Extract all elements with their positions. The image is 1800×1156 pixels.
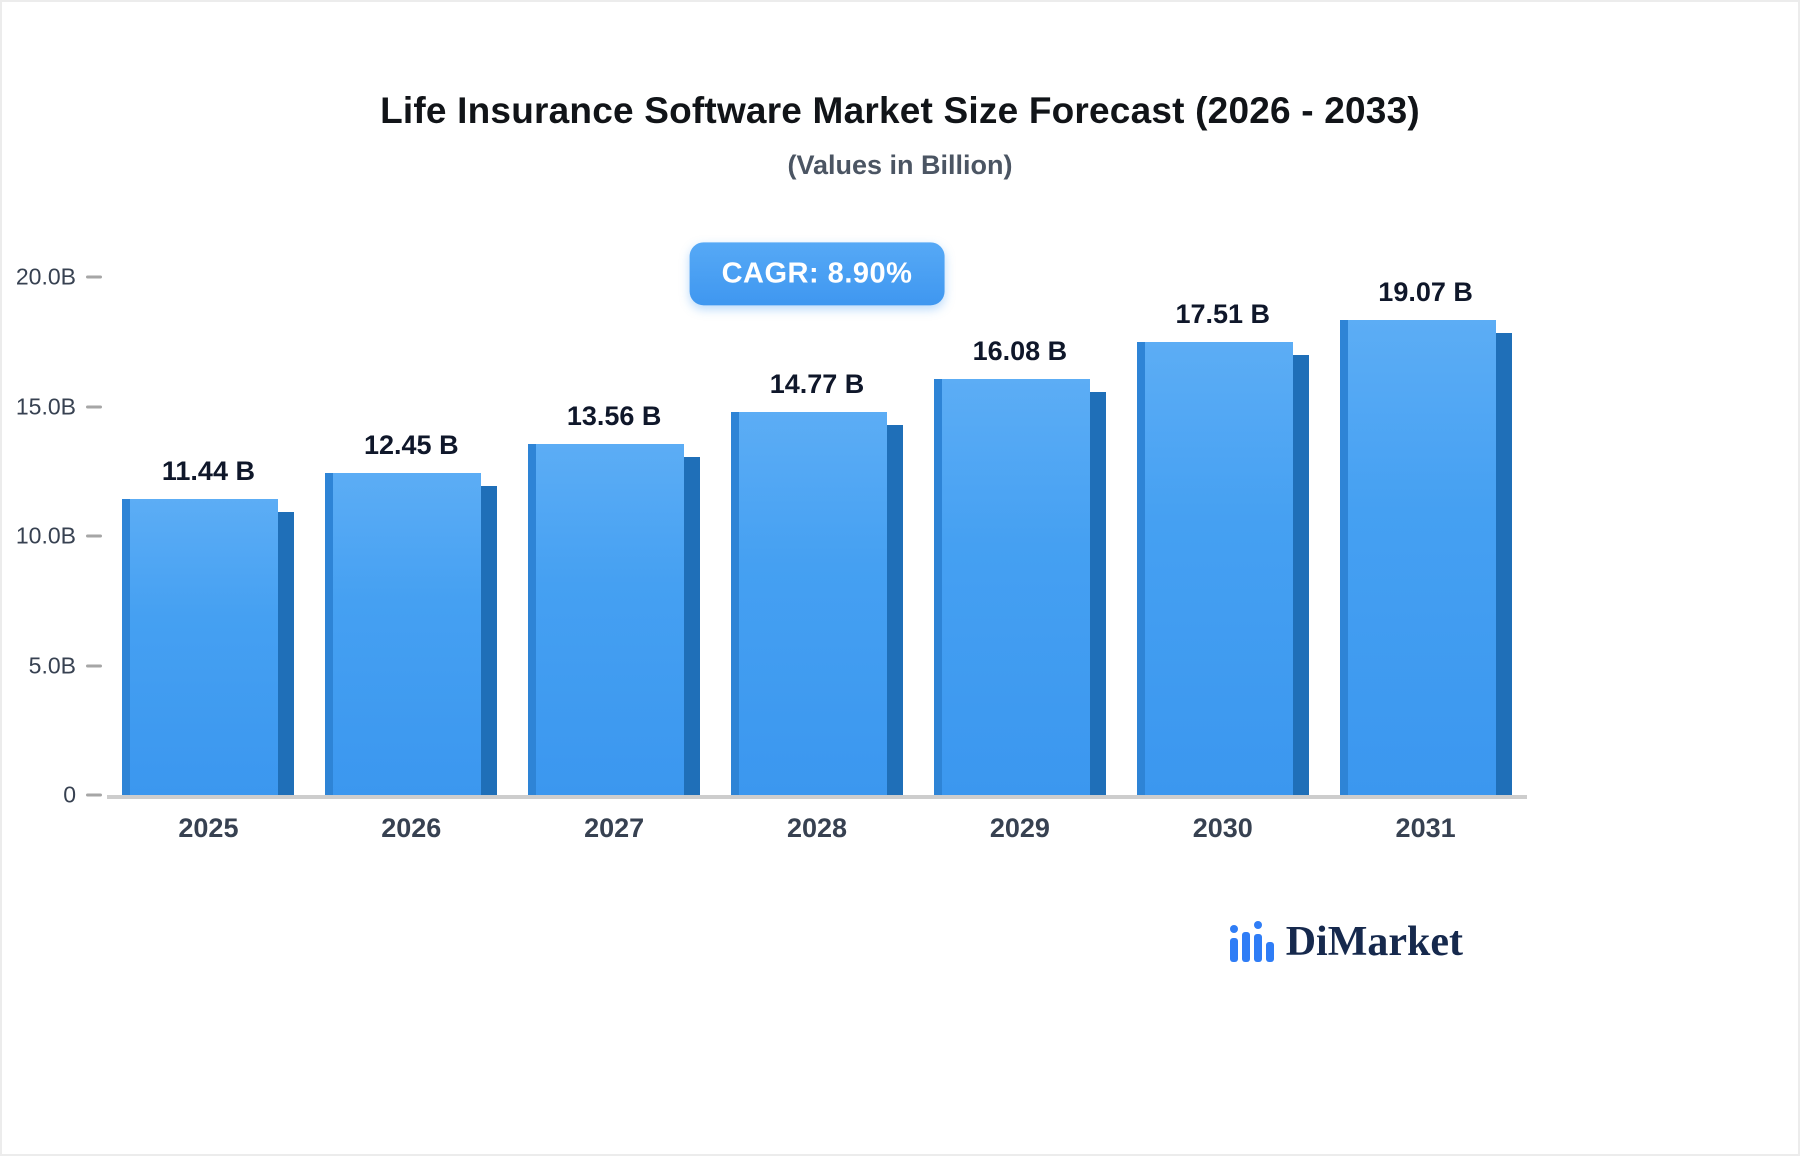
bar-left-edge <box>933 378 942 795</box>
bar-side <box>481 485 498 795</box>
bar-left-edge <box>528 443 537 795</box>
bar-value-label: 17.51 B <box>1175 298 1271 329</box>
y-axis-tick-mark <box>86 793 102 797</box>
bar-value-label: 19.07 B <box>1378 277 1473 307</box>
bar-face <box>739 412 887 795</box>
chart-area: CAGR: 8.90% 0 5.0B 10.0B 15.0B 20.0B 11.44 B 1… <box>16 242 1527 844</box>
x-axis-label: 2031 <box>1395 813 1456 843</box>
y-axis-tick-mark <box>86 405 102 408</box>
dimarket-logo: DiMarket <box>1228 918 1463 966</box>
chart-title: Life Insurance Software Market Size Fore… <box>380 90 1420 131</box>
bar-face <box>333 472 482 795</box>
bar-face <box>1347 320 1496 795</box>
bar-column: 11.44 B <box>107 277 310 795</box>
bar-left-edge <box>1136 341 1145 795</box>
x-axis-label: 2030 <box>1192 813 1253 843</box>
bar <box>528 443 701 795</box>
x-axis-label: 2027 <box>584 813 645 843</box>
y-axis-tick: 5.0B <box>2 652 102 679</box>
bar-column: 12.45 B <box>310 277 513 795</box>
y-axis-tick-label: 15.0B <box>15 393 76 419</box>
logo-text: DiMarket <box>1285 919 1463 965</box>
y-axis-tick-label: 5.0B <box>28 652 76 678</box>
bar <box>1339 320 1512 795</box>
bar <box>731 412 903 795</box>
chart-subtitle: (Values in Billion) <box>787 150 1013 180</box>
y-axis-tick: 15.0B <box>2 393 102 420</box>
bar-left-edge <box>325 472 334 795</box>
bar-side <box>1089 391 1106 795</box>
x-axis-label: 2025 <box>178 813 239 843</box>
x-axis: 2025 2026 2027 2028 2029 2030 2031 <box>107 813 1527 844</box>
bar-column: 19.07 B <box>1324 277 1527 795</box>
y-axis-tick: 10.0B <box>2 523 102 550</box>
x-axis-label: 2026 <box>381 813 442 843</box>
bar-face <box>1144 341 1293 795</box>
chart-header: Life Insurance Software Market Size Fore… <box>90 2 1710 181</box>
bar-value-label: 13.56 B <box>566 400 662 431</box>
bar <box>933 378 1106 795</box>
bar-value-label: 14.77 B <box>769 369 865 400</box>
bar <box>325 472 498 795</box>
bar-face <box>536 443 685 795</box>
y-axis-tick-label: 20.0B <box>15 263 76 290</box>
bar-left-edge <box>731 412 739 795</box>
bar-side <box>684 456 701 795</box>
bar <box>1136 341 1309 795</box>
bar-column: 13.56 B <box>513 277 716 795</box>
bar <box>122 498 295 795</box>
y-axis-tick-label: 0 <box>63 781 76 808</box>
bar-column: 17.51 B <box>1121 277 1324 795</box>
y-axis-tick-mark <box>86 534 102 538</box>
bar-face <box>130 498 279 795</box>
bar-column: 14.77 B <box>716 277 919 795</box>
bar-side <box>278 511 295 795</box>
bar-left-edge <box>122 498 131 795</box>
bar-value-label: 16.08 B <box>972 335 1068 366</box>
bar-value-label: 12.45 B <box>364 429 459 460</box>
bar-side <box>1292 354 1309 795</box>
y-axis-tick: 0 <box>2 782 102 809</box>
x-axis-label: 2029 <box>989 813 1050 843</box>
bar-left-edge <box>1339 320 1348 795</box>
bar-side <box>887 425 903 795</box>
bar-value-label: 11.44 B <box>161 455 255 486</box>
bar-side <box>1495 333 1512 795</box>
bar-face <box>941 378 1090 795</box>
plot-area: 0 5.0B 10.0B 15.0B 20.0B 11.44 B 12.45 B 13.56 … <box>16 264 1527 808</box>
y-axis-tick: 20.0B <box>2 264 102 291</box>
y-axis-tick-label: 10.0B <box>15 522 76 549</box>
x-axis-label: 2028 <box>786 813 848 843</box>
bar-chart-logo-icon <box>1228 920 1274 964</box>
y-axis-tick-mark <box>86 664 102 667</box>
y-axis-tick-mark <box>86 275 102 279</box>
bar-column: 16.08 B <box>918 277 1121 795</box>
cagr-badge: CAGR: 8.90% <box>689 242 945 306</box>
